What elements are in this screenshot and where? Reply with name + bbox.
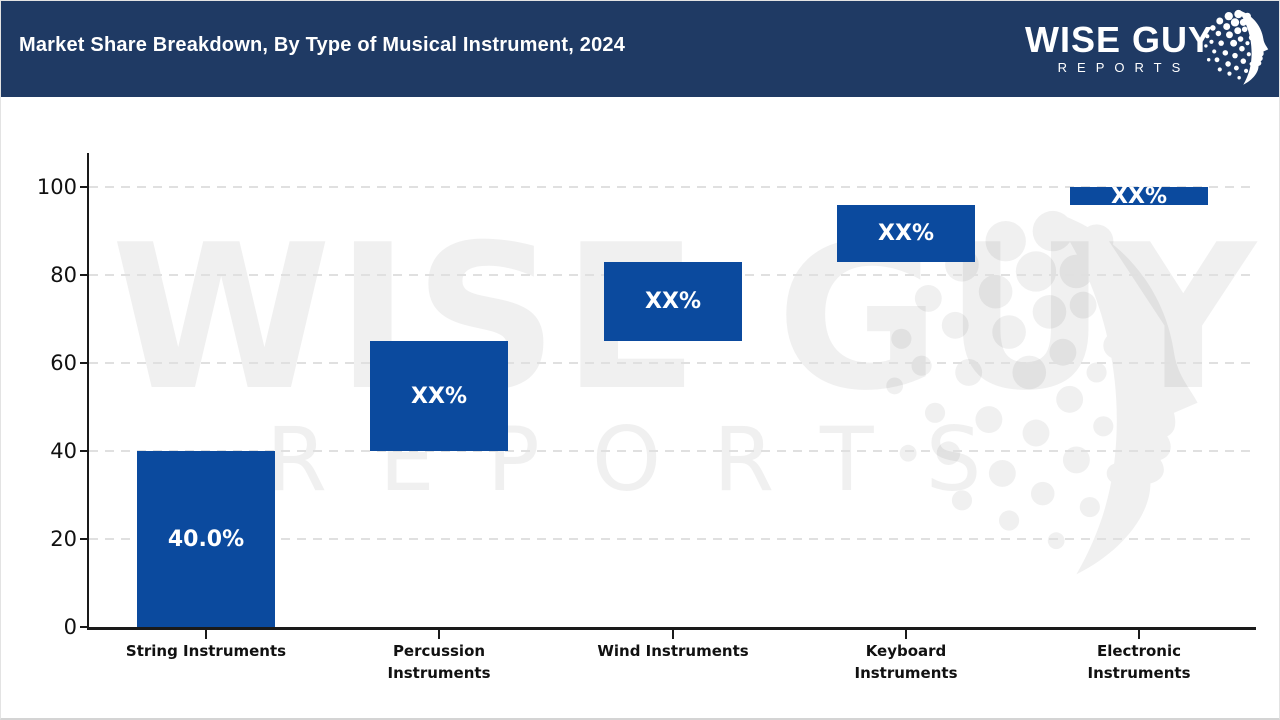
bar-value-label: XX% (1111, 183, 1167, 209)
gridline (89, 538, 1254, 540)
y-tick-mark (80, 362, 89, 364)
x-tick-mark (205, 630, 207, 639)
bar-segment: XX% (1070, 184, 1208, 209)
x-axis-line (87, 627, 1256, 630)
bar-segment: XX% (837, 205, 975, 262)
bar-segment: 40.0% (137, 451, 275, 627)
y-tick-mark (80, 626, 89, 628)
brand-logo-text: WISE GUY REPORTS (1024, 18, 1213, 76)
bar-segment: XX% (604, 262, 742, 341)
y-tick-label: 80 (50, 263, 77, 287)
bar-value-label: XX% (878, 221, 934, 246)
bar-segment: XX% (370, 341, 508, 451)
x-category-label: Keyboard Instruments (854, 642, 958, 682)
gridline (89, 186, 1254, 188)
y-tick-mark (80, 450, 89, 452)
x-category-label: Percussion Instruments (387, 642, 491, 682)
gridline (89, 450, 1254, 452)
brand-subtitle: REPORTS (1057, 60, 1191, 76)
y-tick-label: 100 (36, 175, 77, 199)
x-tick-mark (438, 630, 440, 639)
x-tick-mark (905, 630, 907, 639)
y-tick-label: 40 (50, 439, 77, 463)
x-tick-mark (672, 630, 674, 639)
header-bar: Market Share Breakdown, By Type of Music… (1, 1, 1279, 97)
y-tick-mark (80, 538, 89, 540)
bar-value-label: XX% (411, 383, 467, 409)
y-axis-line (87, 153, 89, 630)
gridline (89, 362, 1254, 364)
y-tick-mark (80, 274, 89, 276)
x-tick-mark (1138, 630, 1140, 639)
bar-value-label: 40.0% (167, 526, 245, 552)
y-tick-label: 20 (50, 527, 77, 551)
y-tick-label: 0 (63, 615, 77, 639)
y-tick-label: 60 (50, 351, 77, 375)
brand-name: WISE GUY (1024, 18, 1213, 60)
brand-logo: WISE GUY REPORTS (1025, 7, 1271, 89)
y-tick-mark (80, 186, 89, 188)
page-title: Market Share Breakdown, By Type of Music… (19, 34, 626, 56)
x-category-label: Wind Instruments (597, 642, 749, 660)
x-category-label: String Instruments (125, 642, 287, 660)
plot-area: 40.0% XX% XX% XX% XX% (87, 153, 1256, 630)
bar-value-label: XX% (645, 289, 701, 314)
x-category-label: Electronic Instruments (1087, 642, 1191, 682)
